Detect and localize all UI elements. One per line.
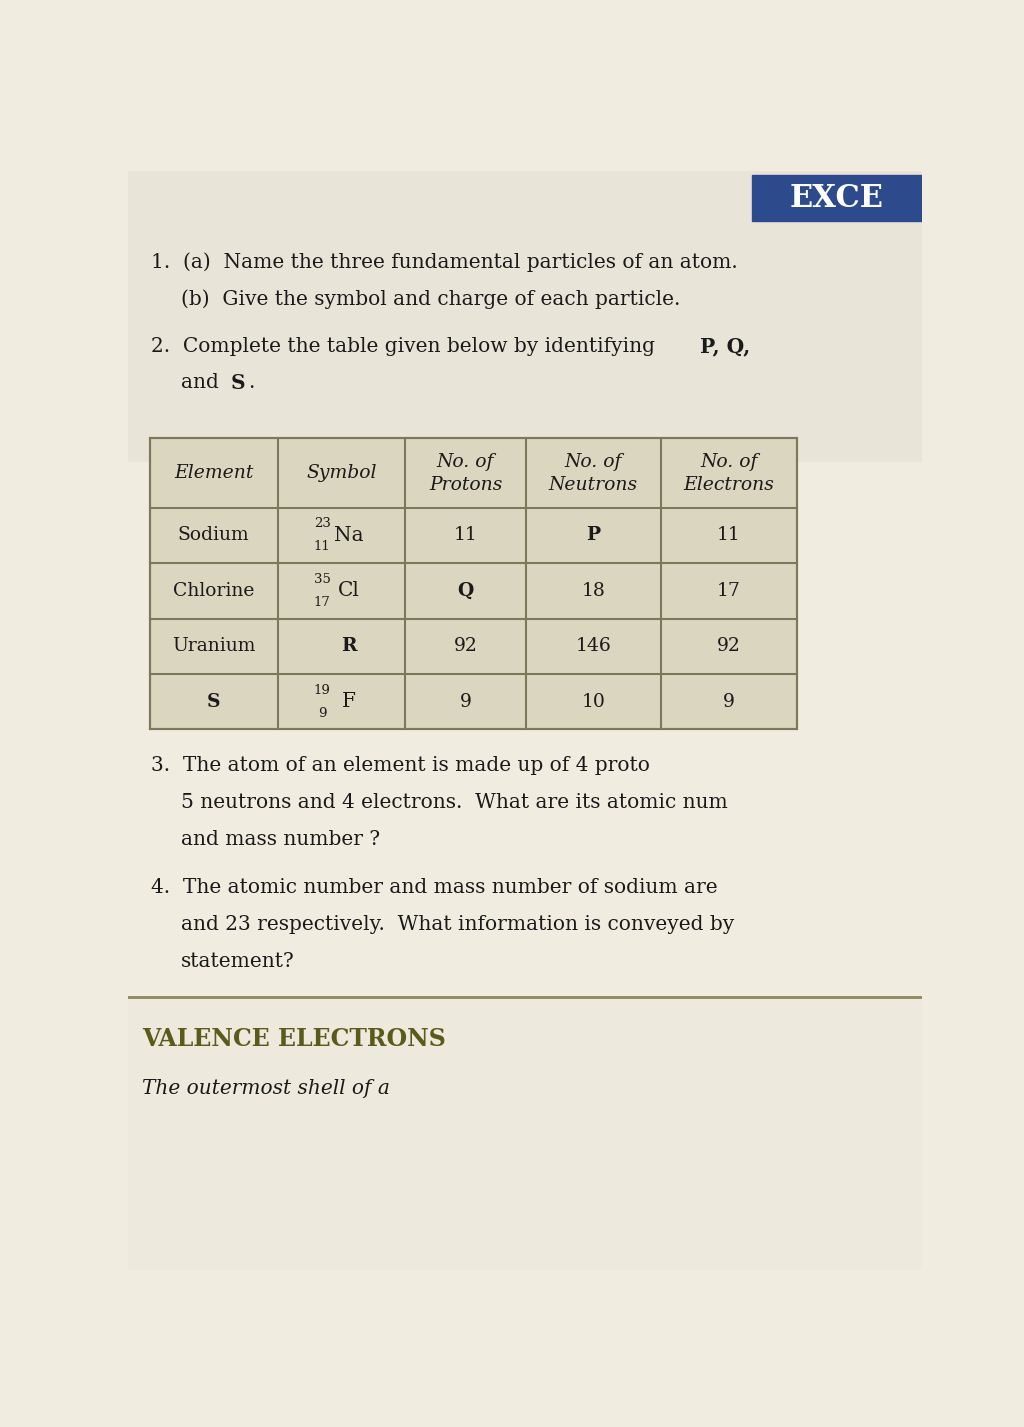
Text: 3.  The atom of an element is made up of 4 proto: 3. The atom of an element is made up of … xyxy=(152,756,650,775)
FancyBboxPatch shape xyxy=(128,997,922,1270)
Text: 11: 11 xyxy=(454,527,477,545)
Text: F: F xyxy=(342,692,356,711)
Text: statement?: statement? xyxy=(180,952,295,970)
Text: No. of
Protons: No. of Protons xyxy=(429,452,502,494)
Text: Cl: Cl xyxy=(338,581,360,601)
Text: and: and xyxy=(180,372,231,392)
Text: 4.  The atomic number and mass number of sodium are: 4. The atomic number and mass number of … xyxy=(152,878,718,898)
Text: 1.  (a)  Name the three fundamental particles of an atom.: 1. (a) Name the three fundamental partic… xyxy=(152,253,738,271)
Text: P, Q,: P, Q, xyxy=(700,337,751,357)
Text: 17: 17 xyxy=(313,596,331,609)
Text: Symbol: Symbol xyxy=(306,464,377,482)
Text: 18: 18 xyxy=(582,582,605,599)
FancyBboxPatch shape xyxy=(752,176,922,221)
Text: Q: Q xyxy=(458,582,474,599)
Text: 9: 9 xyxy=(723,692,735,711)
Text: S: S xyxy=(207,692,220,711)
Text: 11: 11 xyxy=(313,541,331,554)
Text: No. of
Neutrons: No. of Neutrons xyxy=(549,452,638,494)
Text: Na: Na xyxy=(335,527,365,545)
FancyBboxPatch shape xyxy=(150,438,797,729)
Text: 19: 19 xyxy=(313,684,331,696)
Text: 9: 9 xyxy=(317,706,327,719)
Text: R: R xyxy=(342,638,357,655)
Text: 11: 11 xyxy=(717,527,741,545)
Text: and 23 respectively.  What information is conveyed by: and 23 respectively. What information is… xyxy=(180,915,734,935)
Text: (b)  Give the symbol and charge of each particle.: (b) Give the symbol and charge of each p… xyxy=(180,290,680,310)
Text: No. of
Electrons: No. of Electrons xyxy=(684,452,774,494)
Text: S: S xyxy=(230,372,245,392)
Text: 92: 92 xyxy=(717,638,741,655)
Text: Chlorine: Chlorine xyxy=(173,582,254,599)
Text: 35: 35 xyxy=(313,572,331,586)
Text: VALENCE ELECTRONS: VALENCE ELECTRONS xyxy=(142,1026,445,1050)
Text: Sodium: Sodium xyxy=(178,527,250,545)
Text: and mass number ?: and mass number ? xyxy=(180,831,380,849)
FancyBboxPatch shape xyxy=(128,171,922,461)
Text: 23: 23 xyxy=(313,518,331,531)
Text: 92: 92 xyxy=(454,638,477,655)
Text: EXCE: EXCE xyxy=(790,183,884,214)
Text: Uranium: Uranium xyxy=(172,638,255,655)
Text: 2.  Complete the table given below by identifying: 2. Complete the table given below by ide… xyxy=(152,337,668,355)
Text: P: P xyxy=(587,527,600,545)
Text: 17: 17 xyxy=(717,582,741,599)
Text: 10: 10 xyxy=(582,692,605,711)
Text: 146: 146 xyxy=(575,638,611,655)
Text: The outermost shell of a: The outermost shell of a xyxy=(142,1079,390,1097)
Text: 9: 9 xyxy=(460,692,471,711)
Text: Element: Element xyxy=(174,464,253,482)
Text: .: . xyxy=(248,372,255,392)
Text: 5 neutrons and 4 electrons.  What are its atomic num: 5 neutrons and 4 electrons. What are its… xyxy=(180,793,727,812)
